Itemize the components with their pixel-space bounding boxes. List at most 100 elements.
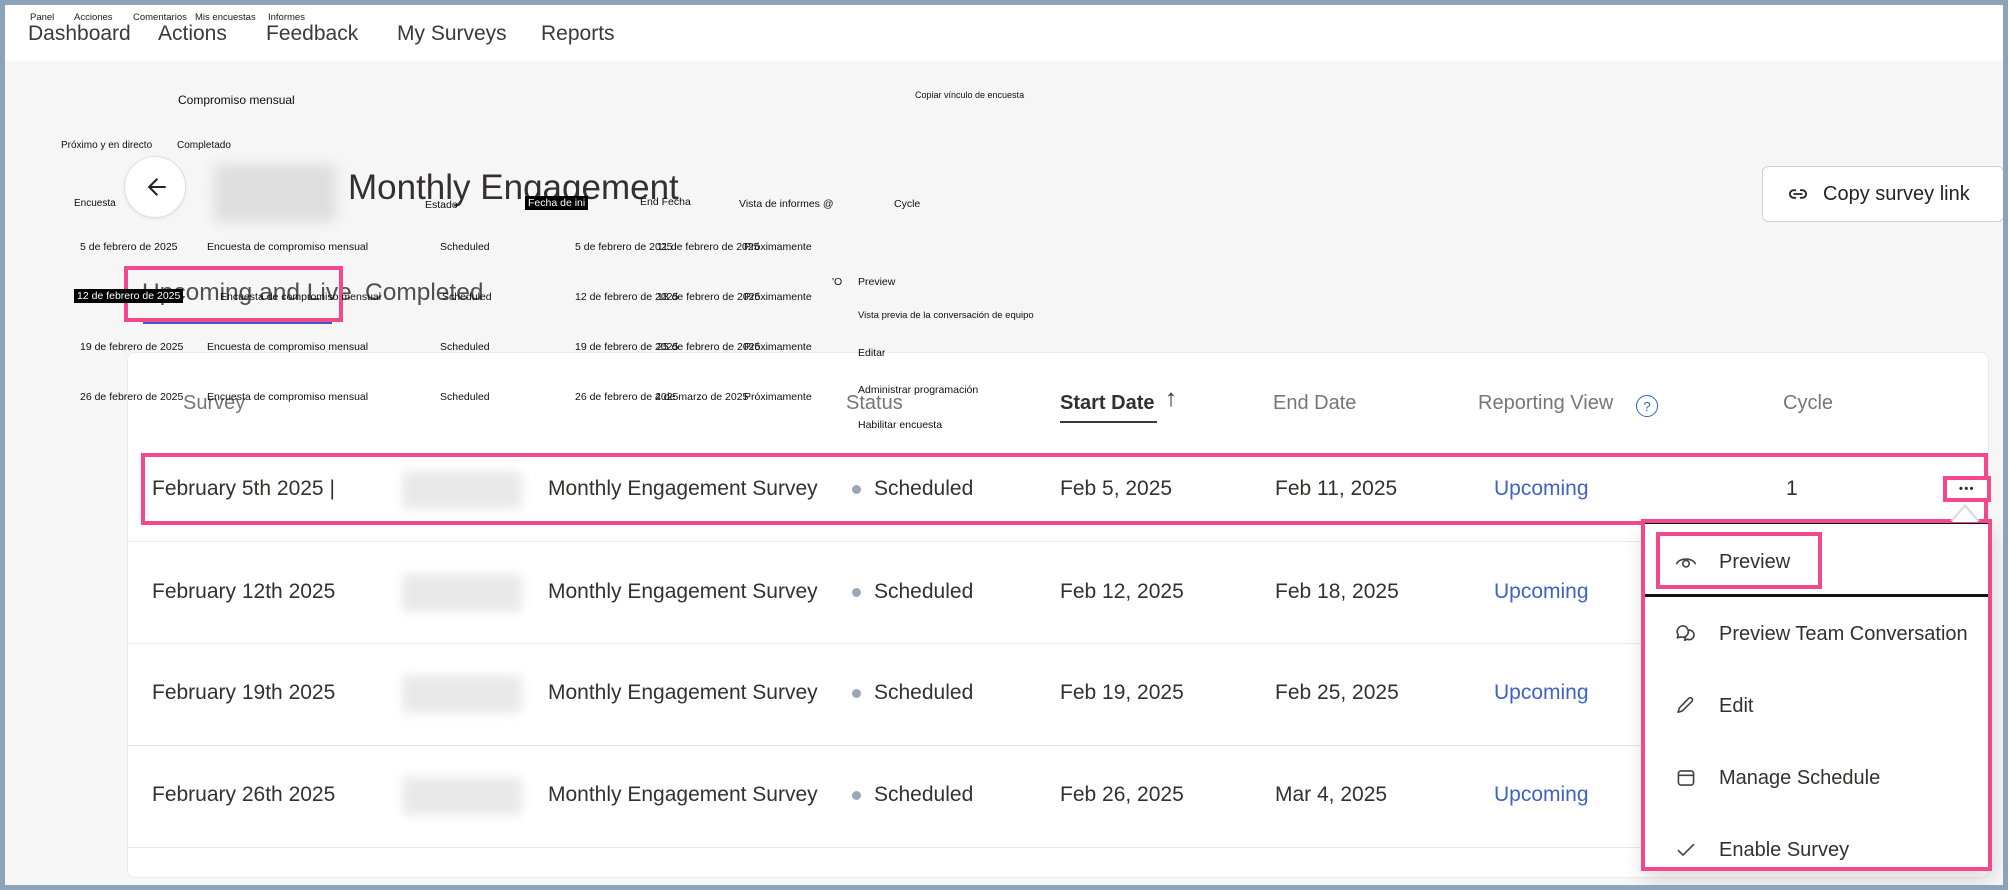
chat-bubbles-icon <box>1673 621 1699 647</box>
redacted-title-blur <box>214 164 336 222</box>
reporting-view-link[interactable]: Upcoming <box>1494 580 1589 603</box>
overlay-row1-start: 5 de febrero de 2025 <box>575 241 673 253</box>
column-header-cycle: Cycle <box>1783 392 1834 414</box>
overlay-menu-preview: Preview <box>858 276 896 288</box>
overlay-row2-date: 12 de febrero de 2025 <box>74 289 184 303</box>
overlay-row3-name: Encuesta de compromiso mensual <box>207 341 369 353</box>
overlay-row1-status: Scheduled <box>440 241 490 253</box>
end-date-value: Mar 4, 2025 <box>1275 783 1388 806</box>
reporting-view-link[interactable]: Upcoming <box>1494 477 1589 500</box>
reporting-view-link[interactable]: Upcoming <box>1494 783 1589 806</box>
start-date-value: Feb 19, 2025 <box>1060 681 1184 704</box>
back-arrow-icon <box>141 173 169 201</box>
reporting-view-link[interactable]: Upcoming <box>1494 681 1589 704</box>
overlay-row2-view: Próximamente <box>744 291 812 303</box>
end-date-value: Feb 11, 2025 <box>1275 477 1398 500</box>
column-header-start-date[interactable]: Start Date <box>1060 392 1155 414</box>
overlay-row4-status: Scheduled <box>440 391 490 403</box>
end-date-value: Feb 25, 2025 <box>1275 681 1399 704</box>
overlay-row4-view: Próximamente <box>744 391 812 403</box>
overlay-row3-status: Scheduled <box>440 341 490 353</box>
survey-name-suffix: Monthly Engagement Survey <box>548 580 818 603</box>
help-icon[interactable]: ? <box>1636 395 1658 417</box>
overlay-row2-name: Encuesta de compromiso mensual <box>220 291 382 303</box>
nav-hint-panel: Panel <box>30 12 55 23</box>
overlay-row4-end: 4 de marzo de 2025 <box>655 391 749 403</box>
overlay-row3-end: 25 de febrero de 2025 <box>657 341 761 353</box>
overlay-menu-preview-prefix: 'O <box>832 276 843 288</box>
status-value: Scheduled <box>874 580 974 603</box>
nav-hint-informes: Informes <box>268 12 305 23</box>
overlay-row1-view: Próximamente <box>744 241 812 253</box>
survey-name-prefix: February 12th 2025 <box>152 580 336 603</box>
overlay-header-start-es: Fecha de ini <box>525 196 589 210</box>
checkmark-icon <box>1673 837 1699 863</box>
menu-item-manage-schedule[interactable]: Manage Schedule <box>1719 767 1881 789</box>
tab-completed[interactable]: Completed <box>365 279 484 306</box>
calendar-icon <box>1673 765 1699 791</box>
column-header-survey: Survey <box>183 392 246 414</box>
more-actions-button[interactable]: ••• <box>1943 476 1991 502</box>
overlay-row1-name: Encuesta de compromiso mensual <box>207 241 369 253</box>
row-divider <box>127 847 1989 848</box>
pencil-icon <box>1673 693 1699 719</box>
menu-item-edit[interactable]: Edit <box>1719 695 1754 717</box>
menu-separator <box>1643 594 1992 597</box>
more-ellipsis-icon: ••• <box>1958 483 1976 495</box>
status-dot <box>852 791 861 800</box>
sort-underline <box>1060 421 1157 423</box>
menu-item-preview[interactable]: Preview <box>1719 551 1791 573</box>
redacted-name-blur <box>402 471 522 509</box>
redacted-name-blur <box>402 777 522 815</box>
cycle-value: 1 <box>1786 477 1798 500</box>
menu-caret <box>1950 504 1980 522</box>
nav-item-feedback[interactable]: Feedback <box>266 22 359 45</box>
overlay-header-status-es: Estado <box>425 199 458 211</box>
survey-name-prefix: February 19th 2025 <box>152 681 336 704</box>
overlay-row3-view: Próximamente <box>744 341 812 353</box>
row-divider <box>127 541 1989 542</box>
status-dot <box>852 689 861 698</box>
link-icon <box>1785 181 1811 207</box>
overlay-row4-date: 26 de febrero de 2025 <box>80 391 184 403</box>
menu-top-border <box>1643 521 1992 524</box>
active-tab-underline <box>143 320 332 324</box>
start-date-value: Feb 26, 2025 <box>1060 783 1184 806</box>
redacted-name-blur <box>402 675 522 713</box>
copy-survey-link-button[interactable]: Copy survey link <box>1762 166 2004 222</box>
status-value: Scheduled <box>874 783 974 806</box>
nav-item-dashboard[interactable]: Dashboard <box>28 22 131 45</box>
column-header-status: Status <box>846 392 903 414</box>
overlay-menu-preview-team: Vista previa de la conversación de equip… <box>858 310 1034 321</box>
start-date-value: Feb 5, 2025 <box>1060 477 1173 500</box>
overlay-row2-start: 12 de febrero de 2025 <box>575 291 679 303</box>
end-date-value: Feb 18, 2025 <box>1275 580 1399 603</box>
column-header-reporting-view: Reporting View <box>1478 392 1614 414</box>
status-value: Scheduled <box>874 477 974 500</box>
nav-item-my-surveys[interactable]: My Surveys <box>397 22 507 45</box>
sort-ascending-icon[interactable]: ↑ <box>1165 385 1177 412</box>
survey-name-suffix: Monthly Engagement Survey <box>548 681 818 704</box>
overlay-row3-start: 19 de febrero de 2025 <box>575 341 679 353</box>
overlay-row4-name: Encuesta de compromiso mensual <box>207 391 369 403</box>
nav-hint-mis-encuestas: Mis encuestas <box>195 12 256 23</box>
overlay-header-reporting-es: Vista de informes @ <box>739 198 834 210</box>
row-divider <box>127 643 1989 644</box>
nav-item-reports[interactable]: Reports <box>541 22 615 45</box>
page-title: Monthly Engagement <box>348 168 679 207</box>
overlay-tab-completed-es: Completado <box>177 140 231 151</box>
nav-item-actions[interactable]: Actions <box>158 22 227 45</box>
survey-name-prefix: February 5th 2025 | <box>152 477 335 500</box>
status-dot <box>852 588 861 597</box>
overlay-row2-status: Scheduled <box>442 291 492 303</box>
row-actions-context-menu <box>1643 521 1992 869</box>
redacted-name-blur <box>402 574 522 612</box>
menu-item-enable-survey[interactable]: Enable Survey <box>1719 839 1850 861</box>
overlay-page-title-es: Compromiso mensual <box>178 93 295 107</box>
overlay-row1-date: 5 de febrero de 2025 <box>80 241 178 253</box>
nav-hint-comentarios: Comentarios <box>133 12 187 23</box>
menu-item-preview-team-conversation[interactable]: Preview Team Conversation <box>1719 623 1968 645</box>
back-button[interactable] <box>124 156 186 218</box>
overlay-row4-start: 26 de febrero de 2025 <box>575 391 679 403</box>
row-divider <box>127 745 1989 746</box>
